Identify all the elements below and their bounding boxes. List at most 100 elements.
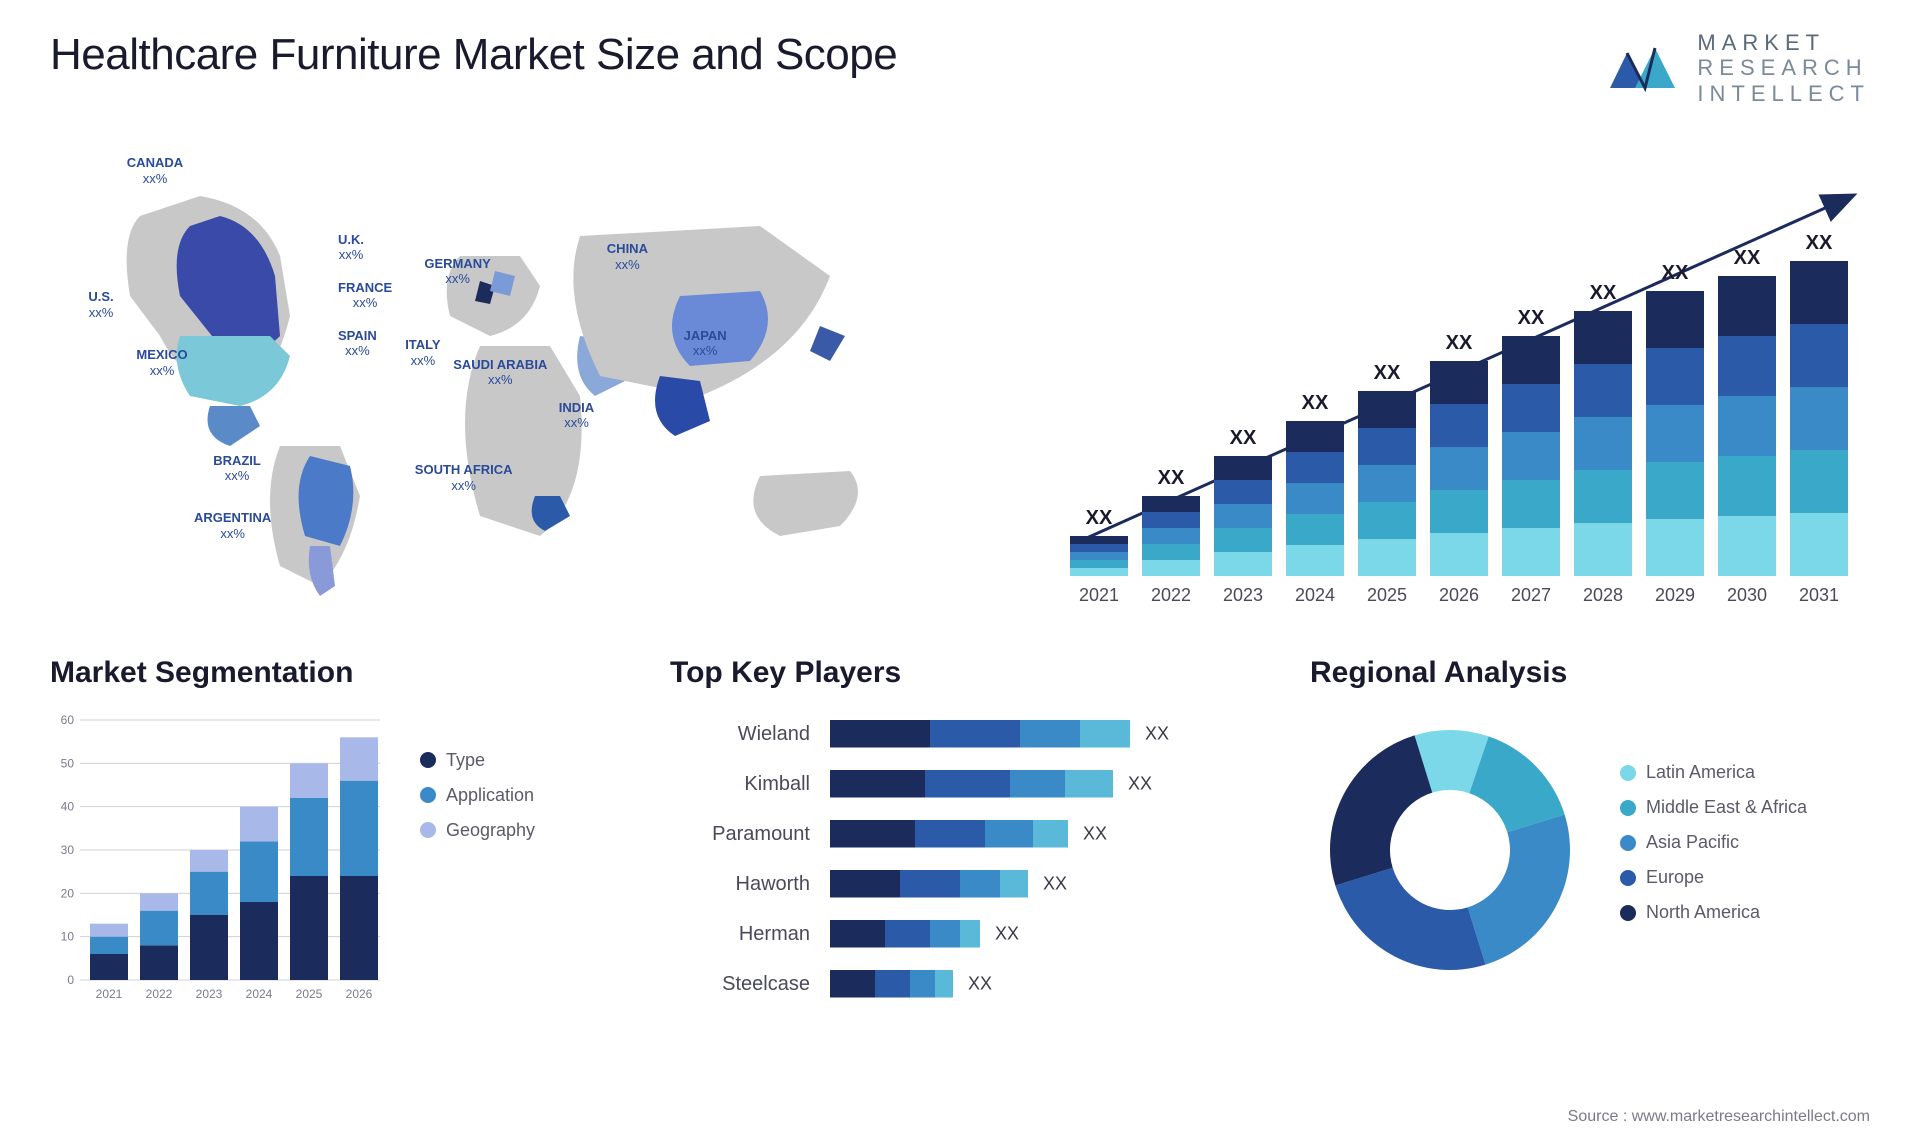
logo: MARKET RESEARCH INTELLECT	[1605, 30, 1870, 106]
svg-text:2026: 2026	[1439, 585, 1479, 605]
map-label-southafrica: SOUTH AFRICAxx%	[415, 462, 513, 493]
map-label-france: FRANCExx%	[338, 280, 392, 311]
map-us	[177, 336, 290, 406]
logo-line1: MARKET	[1697, 30, 1870, 55]
map-label-argentina: ARGENTINAxx%	[194, 510, 271, 541]
map-label-mexico: MEXICOxx%	[136, 347, 187, 378]
regional-title: Regional Analysis	[1310, 656, 1870, 690]
svg-text:XX: XX	[1446, 332, 1473, 354]
logo-line3: INTELLECT	[1697, 81, 1870, 106]
svg-text:2023: 2023	[196, 987, 223, 1001]
svg-text:XX: XX	[1043, 873, 1067, 893]
player-label-paramount: Paramount	[670, 810, 810, 860]
svg-text:XX: XX	[995, 923, 1019, 943]
svg-text:XX: XX	[1302, 392, 1329, 414]
logo-line2: RESEARCH	[1697, 55, 1870, 80]
segmentation-legend: Type Application Geography	[420, 710, 535, 1010]
svg-text:2022: 2022	[1151, 585, 1191, 605]
svg-text:10: 10	[61, 930, 75, 944]
svg-text:XX: XX	[1662, 262, 1689, 284]
logo-icon	[1605, 38, 1685, 98]
svg-text:2021: 2021	[96, 987, 123, 1001]
svg-text:2021: 2021	[1079, 585, 1119, 605]
growth-chart: XX 2021 XX 2022 XX 2023 XX 2024 XX 2025 XX 2026 XX 20…	[1050, 136, 1870, 616]
svg-text:2029: 2029	[1655, 585, 1695, 605]
regional-legend-middle-east---africa: Middle East & Africa	[1620, 797, 1807, 818]
player-labels: WielandKimballParamountHaworthHermanStee…	[670, 710, 810, 1010]
regional-legend-north-america: North America	[1620, 902, 1807, 923]
svg-text:XX: XX	[1086, 507, 1113, 529]
map-brazil	[299, 456, 354, 546]
svg-text:XX: XX	[968, 973, 992, 993]
map-label-germany: GERMANYxx%	[424, 256, 490, 287]
seg-legend-type: Type	[420, 750, 535, 771]
map-label-us: U.S.xx%	[88, 289, 113, 320]
segmentation-panel: Market Segmentation 0 10 20 30 40 50 60 2021 202…	[50, 656, 610, 1036]
svg-text:XX: XX	[1230, 427, 1257, 449]
svg-text:40: 40	[61, 800, 75, 814]
svg-text:2031: 2031	[1799, 585, 1839, 605]
top-row: CANADAxx% U.S.xx% MEXICOxx% BRAZILxx% ARGENT…	[50, 136, 1870, 616]
svg-text:2023: 2023	[1223, 585, 1263, 605]
logo-text: MARKET RESEARCH INTELLECT	[1697, 30, 1870, 106]
regional-donut	[1310, 710, 1590, 990]
svg-text:2030: 2030	[1727, 585, 1767, 605]
svg-text:XX: XX	[1734, 247, 1761, 269]
regional-panel: Regional Analysis Latin America Middle Ea…	[1310, 656, 1870, 1036]
header: Healthcare Furniture Market Size and Sco…	[50, 30, 1870, 106]
page-title: Healthcare Furniture Market Size and Sco…	[50, 30, 897, 80]
svg-text:2025: 2025	[296, 987, 323, 1001]
svg-text:XX: XX	[1518, 307, 1545, 329]
seg-legend-application: Application	[420, 785, 535, 806]
svg-text:2024: 2024	[1295, 585, 1335, 605]
segmentation-chart: 0 10 20 30 40 50 60 2021 2022 2023 2024 2025 2026	[50, 710, 390, 1010]
map-label-canada: CANADAxx%	[127, 155, 183, 186]
svg-text:0: 0	[67, 973, 74, 987]
svg-text:60: 60	[61, 713, 75, 727]
svg-text:XX: XX	[1083, 823, 1107, 843]
svg-text:2026: 2026	[346, 987, 373, 1001]
svg-text:XX: XX	[1590, 282, 1617, 304]
map-label-india: INDIAxx%	[559, 400, 594, 431]
player-label-herman: Herman	[670, 910, 810, 960]
regional-legend: Latin America Middle East & Africa Asia Pa…	[1620, 762, 1807, 937]
world-map-panel: CANADAxx% U.S.xx% MEXICOxx% BRAZILxx% ARGENT…	[50, 136, 1010, 616]
map-label-japan: JAPANxx%	[684, 328, 727, 359]
svg-text:XX: XX	[1145, 723, 1169, 743]
regional-legend-europe: Europe	[1620, 867, 1807, 888]
svg-text:2028: 2028	[1583, 585, 1623, 605]
players-chart: XX XX XX XX XX XX	[830, 710, 1250, 1010]
svg-text:2024: 2024	[246, 987, 273, 1001]
map-japan	[810, 326, 845, 361]
regional-legend-latin-america: Latin America	[1620, 762, 1807, 783]
svg-text:20: 20	[61, 886, 75, 900]
growth-bars: XX 2021 XX 2022 XX 2023 XX 2024 XX 2025 XX 2026 XX 20…	[1050, 136, 1870, 616]
player-label-wieland: Wieland	[670, 710, 810, 760]
player-label-haworth: Haworth	[670, 860, 810, 910]
regional-legend-asia-pacific: Asia Pacific	[1620, 832, 1807, 853]
player-label-steelcase: Steelcase	[670, 960, 810, 1010]
svg-text:50: 50	[61, 756, 75, 770]
svg-text:XX: XX	[1806, 232, 1833, 254]
svg-text:XX: XX	[1374, 362, 1401, 384]
map-label-spain: SPAINxx%	[338, 328, 377, 359]
map-mexico	[208, 406, 261, 446]
svg-text:2027: 2027	[1511, 585, 1551, 605]
player-label-kimball: Kimball	[670, 760, 810, 810]
players-title: Top Key Players	[670, 656, 1250, 690]
source-attribution: Source : www.marketresearchintellect.com	[1568, 1108, 1870, 1126]
map-label-saudiarabia: SAUDI ARABIAxx%	[453, 357, 547, 388]
map-label-brazil: BRAZILxx%	[213, 453, 261, 484]
bottom-row: Market Segmentation 0 10 20 30 40 50 60 2021 202…	[50, 656, 1870, 1036]
svg-text:2022: 2022	[146, 987, 173, 1001]
map-label-china: CHINAxx%	[607, 241, 648, 272]
svg-text:XX: XX	[1128, 773, 1152, 793]
svg-text:30: 30	[61, 843, 75, 857]
seg-legend-geography: Geography	[420, 820, 535, 841]
players-panel: Top Key Players WielandKimballParamountH…	[670, 656, 1250, 1036]
map-label-italy: ITALYxx%	[405, 337, 440, 368]
map-label-uk: U.K.xx%	[338, 232, 364, 263]
segmentation-title: Market Segmentation	[50, 656, 610, 690]
svg-text:XX: XX	[1158, 467, 1185, 489]
svg-text:2025: 2025	[1367, 585, 1407, 605]
